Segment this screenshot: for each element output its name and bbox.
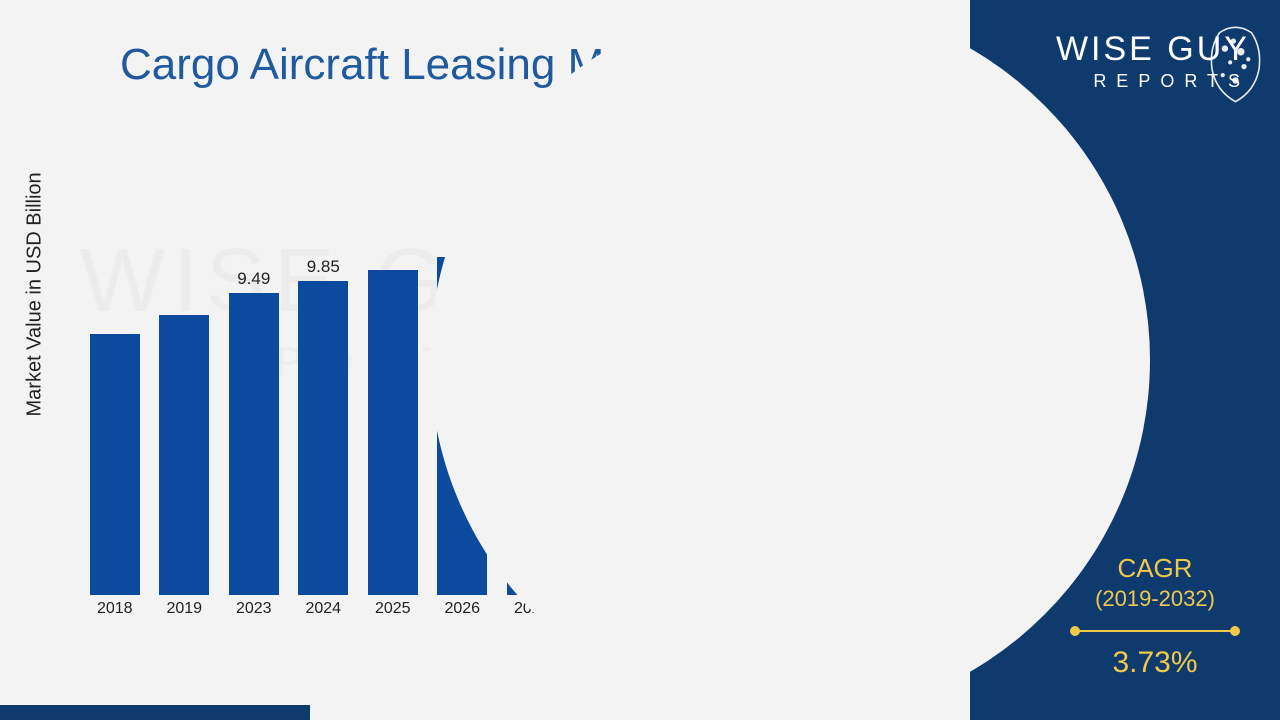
x-tick-label: 2019	[159, 600, 211, 618]
circle-cutout	[430, 0, 1150, 720]
bar	[90, 334, 140, 595]
bar-group: 9.85	[298, 257, 350, 595]
x-tick-label: 2024	[298, 600, 350, 618]
y-axis-label: Market Value in USD Billion	[24, 172, 47, 416]
bar-group: 9.49	[228, 269, 280, 595]
cagr-title: CAGR	[1060, 553, 1250, 584]
bar	[298, 281, 348, 595]
x-tick-label: 2026	[437, 600, 489, 618]
cagr-block: CAGR (2019-2032) 3.73%	[1060, 553, 1250, 680]
bar-group	[159, 315, 211, 595]
bar	[159, 315, 209, 595]
x-tick-label: 2018	[89, 600, 141, 618]
logo-main: WISE GUY	[990, 30, 1250, 69]
bar-group	[89, 334, 141, 595]
right-panel: WISE GUY REPORTS CAGR (2019-2032) 3.73%	[970, 0, 1280, 720]
x-tick-label: 2023	[228, 600, 280, 618]
bar-group	[367, 270, 419, 595]
logo-block: WISE GUY REPORTS	[990, 30, 1250, 92]
cagr-range: (2019-2032)	[1060, 586, 1250, 612]
bar-value-label: 9.85	[307, 257, 340, 277]
cagr-value: 3.73%	[1060, 646, 1250, 680]
cagr-divider-icon	[1075, 630, 1235, 632]
bar	[229, 293, 279, 595]
x-tick-label: 2025	[367, 600, 419, 618]
bar	[368, 270, 418, 595]
bottom-accent-bar	[0, 705, 310, 720]
logo-sub: REPORTS	[990, 71, 1250, 92]
bar-value-label: 9.49	[237, 269, 270, 289]
